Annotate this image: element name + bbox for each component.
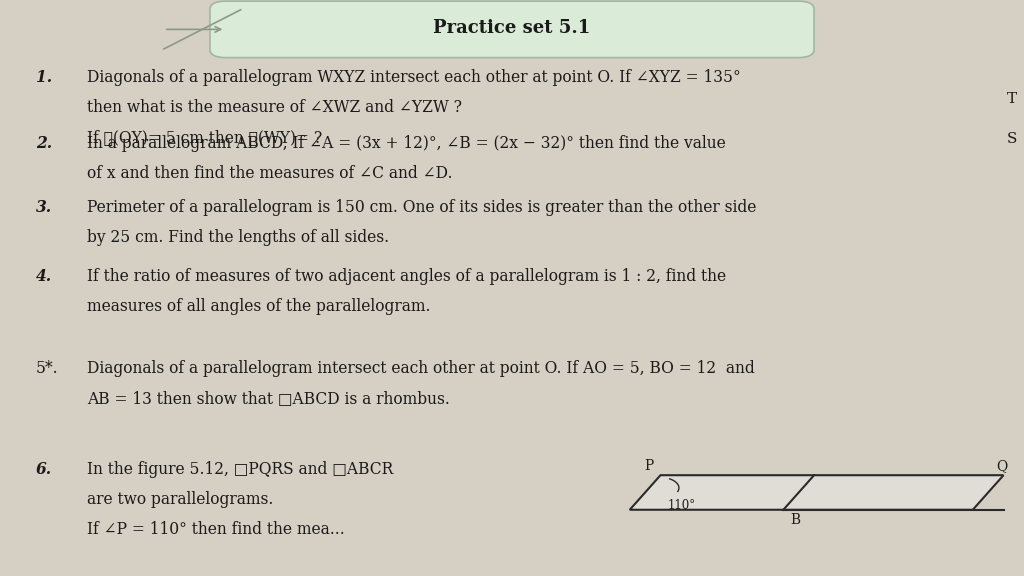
Text: 4.: 4. [36, 268, 52, 285]
Text: In a parallelogram ABCD, If ∠A = (3x + 12)°, ∠B = (2x − 32)° then find the value: In a parallelogram ABCD, If ∠A = (3x + 1… [87, 135, 726, 153]
Text: then what is the measure of ∠XWZ and ∠YZW ?: then what is the measure of ∠XWZ and ∠YZ… [87, 99, 462, 116]
Text: Perimeter of a parallelogram is 150 cm. One of its sides is greater than the oth: Perimeter of a parallelogram is 150 cm. … [87, 199, 757, 216]
Text: B: B [791, 513, 801, 527]
Text: T: T [1007, 92, 1017, 106]
Text: 5*.: 5*. [36, 360, 58, 377]
Text: If ℓ(OY)= 5 cm then ℓ(WY)= ?: If ℓ(OY)= 5 cm then ℓ(WY)= ? [87, 129, 323, 146]
Text: P: P [644, 460, 654, 473]
FancyBboxPatch shape [210, 1, 814, 58]
Text: In the figure 5.12, □PQRS and □ABCR: In the figure 5.12, □PQRS and □ABCR [87, 461, 393, 478]
Text: If ∠P = 110° then find the mea...: If ∠P = 110° then find the mea... [87, 521, 345, 538]
Text: are two parallelograms.: are two parallelograms. [87, 491, 273, 508]
Text: Practice set 5.1: Practice set 5.1 [433, 18, 591, 37]
Text: S: S [1007, 132, 1017, 146]
Text: Diagonals of a parallelogram intersect each other at point O. If AO = 5, BO = 12: Diagonals of a parallelogram intersect e… [87, 360, 755, 377]
Text: 110°: 110° [668, 499, 695, 512]
Text: Diagonals of a parallelogram WXYZ intersect each other at point O. If ∠XYZ = 135: Diagonals of a parallelogram WXYZ inters… [87, 69, 740, 86]
Text: 6.: 6. [36, 461, 52, 478]
Text: 1.: 1. [36, 69, 52, 86]
Text: measures of all angles of the parallelogram.: measures of all angles of the parallelog… [87, 298, 430, 315]
Text: 3.: 3. [36, 199, 52, 216]
Text: If the ratio of measures of two adjacent angles of a parallelogram is 1 : 2, fin: If the ratio of measures of two adjacent… [87, 268, 726, 285]
Polygon shape [630, 475, 1004, 510]
Text: 2.: 2. [36, 135, 52, 153]
Text: by 25 cm. Find the lengths of all sides.: by 25 cm. Find the lengths of all sides. [87, 229, 389, 246]
Text: of x and then find the measures of ∠C and ∠D.: of x and then find the measures of ∠C an… [87, 165, 453, 183]
Text: AB = 13 then show that □ABCD is a rhombus.: AB = 13 then show that □ABCD is a rhombu… [87, 390, 450, 407]
Text: Q: Q [996, 460, 1007, 473]
